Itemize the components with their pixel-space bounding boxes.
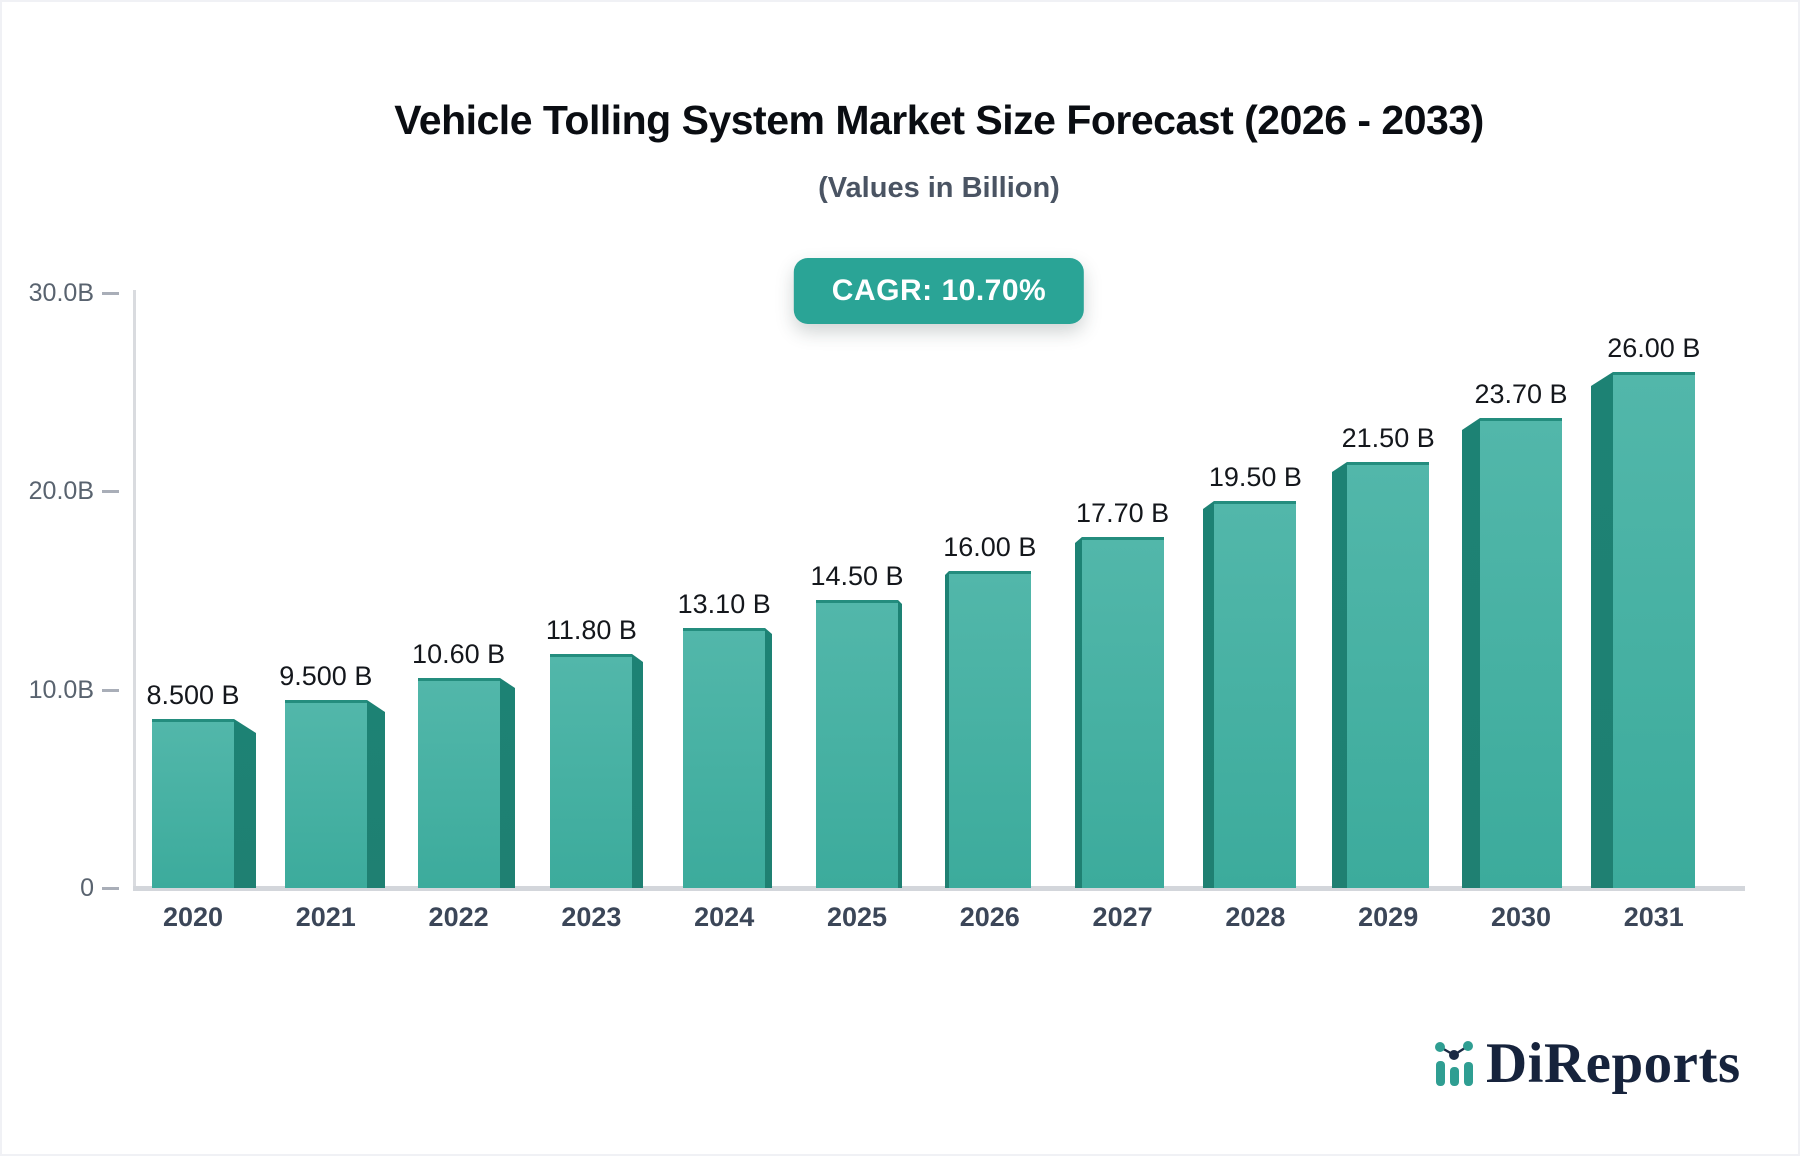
bar-side-2023	[632, 654, 643, 888]
y-tick-label-10.0B: 10.0B	[28, 676, 94, 704]
bar-value-label-2030: 23.70 B	[1474, 379, 1568, 409]
bar-side-2025	[898, 600, 902, 888]
y-tick-mark-0	[102, 887, 119, 890]
chart-title: Vehicle Tolling System Market Size Forec…	[394, 97, 1484, 143]
x-category-label-2023: 2023	[561, 902, 622, 932]
bar-side-2024	[765, 628, 772, 888]
bar-value-label-2020: 8.500 B	[146, 680, 240, 710]
x-category-label-2024: 2024	[694, 902, 755, 932]
x-category-label-2029: 2029	[1358, 902, 1419, 932]
y-tick-label-30.0B: 30.0B	[28, 279, 94, 307]
x-category-label-2027: 2027	[1092, 902, 1153, 932]
brand-logo-text: DiReports	[1486, 1032, 1741, 1095]
bar-side-2026	[945, 571, 949, 888]
bar-value-label-2021: 9.500 B	[279, 661, 373, 691]
bar-2026	[949, 571, 1031, 888]
x-category-label-2031: 2031	[1623, 902, 1684, 932]
chart-subtitle: (Values in Billion)	[818, 172, 1060, 204]
x-axis-baseline	[133, 886, 1745, 891]
bar-value-label-2029: 21.50 B	[1341, 423, 1435, 453]
x-category-label-2020: 2020	[162, 902, 224, 932]
bar-2029	[1347, 462, 1429, 888]
bar-side-2031	[1591, 372, 1613, 888]
bar-value-label-2031: 26.00 B	[1607, 333, 1701, 363]
bar-side-2029	[1332, 462, 1347, 888]
bar-value-label-2023: 11.80 B	[545, 615, 637, 645]
y-tick-mark-30.0B	[102, 292, 119, 295]
bar-2023	[550, 654, 632, 888]
y-tick-label-0: 0	[80, 874, 94, 902]
y-tick-label-20.0B: 20.0B	[28, 477, 94, 505]
x-category-label-2030: 2030	[1490, 902, 1552, 932]
bar-value-label-2022: 10.60 B	[412, 639, 506, 669]
y-tick-mark-10.0B	[102, 689, 119, 692]
bar-2020	[152, 719, 234, 888]
x-category-label-2026: 2026	[959, 902, 1020, 932]
bar-value-label-2025: 14.50 B	[810, 561, 904, 591]
y-tick-mark-20.0B	[102, 490, 119, 493]
y-axis-line	[133, 290, 136, 888]
mini-bar-line-chart-icon	[1435, 1041, 1473, 1086]
bar-side-2022	[500, 678, 515, 888]
bar-2024	[683, 628, 765, 888]
bar-value-label-2027: 17.70 B	[1076, 498, 1170, 528]
bar-2030	[1480, 418, 1562, 888]
bar-side-2027	[1075, 537, 1082, 888]
brand-logo: DiReports	[1432, 1032, 1741, 1095]
bar-value-label-2026: 16.00 B	[943, 532, 1037, 562]
x-category-label-2022: 2022	[428, 902, 489, 932]
bar-side-2028	[1203, 501, 1214, 888]
x-category-label-2025: 2025	[826, 902, 888, 932]
bar-side-2021	[367, 700, 385, 888]
bar-side-2030	[1462, 418, 1480, 888]
bar-2031	[1613, 372, 1695, 888]
bar-2025	[816, 600, 898, 888]
x-category-label-2021: 2021	[295, 902, 356, 932]
bar-2027	[1082, 537, 1164, 888]
x-category-label-2028: 2028	[1225, 902, 1286, 932]
bar-side-2020	[234, 719, 256, 888]
cagr-badge: CAGR: 10.70%	[793, 258, 1085, 324]
bar-2021	[285, 700, 367, 888]
bar-value-label-2024: 13.10 B	[677, 589, 771, 619]
bar-2022	[418, 678, 500, 888]
bar-value-label-2028: 19.50 B	[1208, 462, 1302, 492]
bar-2028	[1214, 501, 1296, 888]
